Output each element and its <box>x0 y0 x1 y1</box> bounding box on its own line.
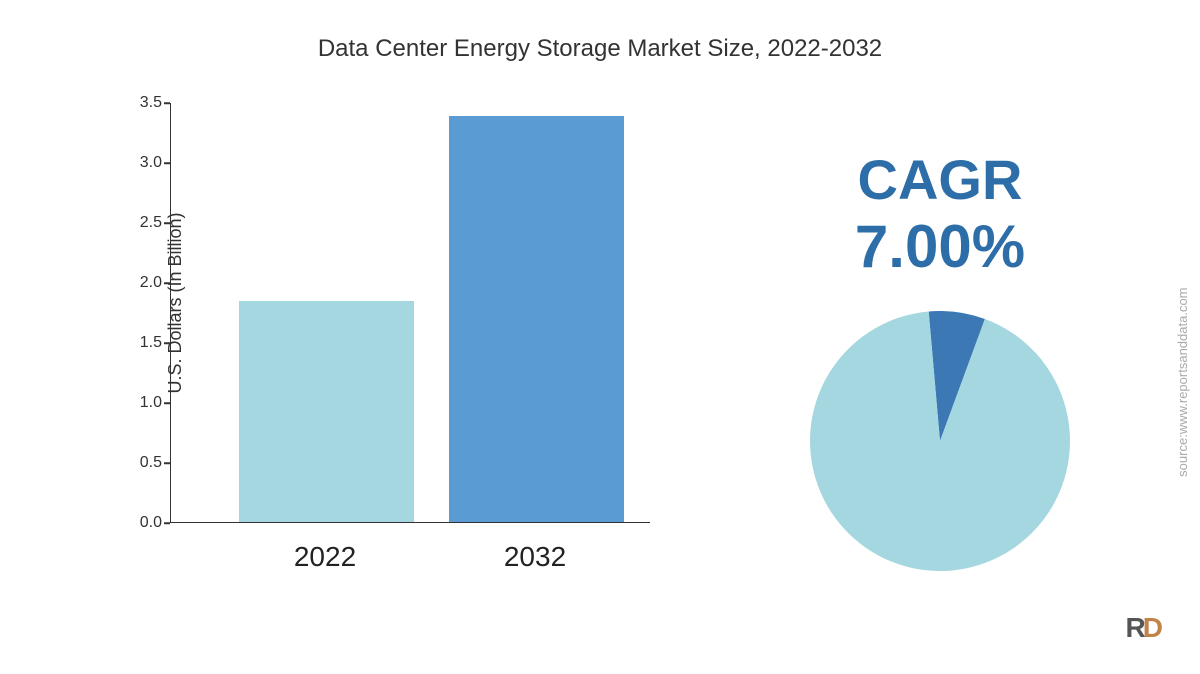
x-tick-label: 2032 <box>504 541 566 573</box>
y-tick-mark <box>164 102 170 104</box>
y-tick-mark <box>164 342 170 344</box>
logo: RD <box>1126 612 1160 644</box>
y-tick-mark <box>164 462 170 464</box>
cagr-block: CAGR 7.00% <box>730 148 1150 281</box>
cagr-label: CAGR <box>730 148 1150 212</box>
cagr-value: 7.00% <box>730 212 1150 281</box>
y-tick-label: 0.0 <box>124 514 162 532</box>
chart-title: Data Center Energy Storage Market Size, … <box>50 35 1150 63</box>
y-tick-label: 0.5 <box>124 454 162 472</box>
y-tick-label: 1.5 <box>124 334 162 352</box>
y-tick-mark <box>164 162 170 164</box>
bar <box>449 116 624 522</box>
x-tick-label: 2022 <box>294 541 356 573</box>
y-tick-mark <box>164 282 170 284</box>
logo-d-letter: D <box>1143 612 1160 643</box>
bar <box>239 301 414 522</box>
pie-chart <box>810 311 1070 571</box>
y-tick-mark <box>164 522 170 524</box>
y-tick-label: 2.5 <box>124 214 162 232</box>
y-tick-label: 2.0 <box>124 274 162 292</box>
y-tick-mark <box>164 402 170 404</box>
chart-container: Data Center Energy Storage Market Size, … <box>0 0 1200 674</box>
right-panel: CAGR 7.00% <box>670 93 1150 633</box>
plot-region <box>170 103 650 523</box>
y-tick-mark <box>164 222 170 224</box>
bar-chart-area: U.S. Dollars (In Billion) 0.00.51.01.52.… <box>50 93 670 633</box>
source-attribution: source:www.reportsanddata.com <box>1175 288 1190 477</box>
content-row: U.S. Dollars (In Billion) 0.00.51.01.52.… <box>50 93 1150 633</box>
y-tick-label: 1.0 <box>124 394 162 412</box>
y-tick-label: 3.5 <box>124 94 162 112</box>
logo-r-letter: R <box>1126 612 1143 643</box>
y-tick-label: 3.0 <box>124 154 162 172</box>
